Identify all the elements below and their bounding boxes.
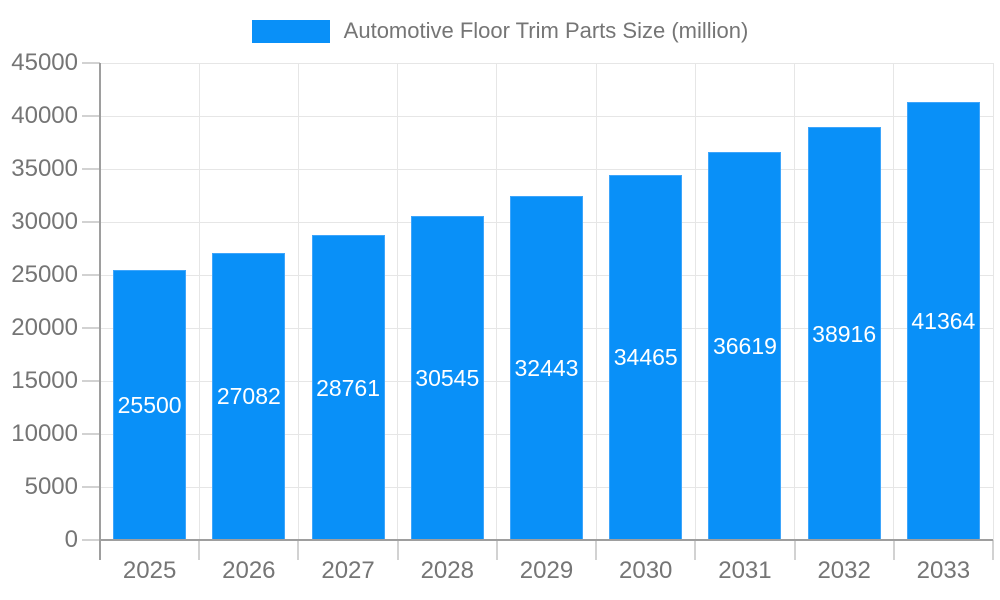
bar[interactable]	[609, 174, 683, 540]
y-tick-mark	[82, 62, 100, 64]
h-gridline	[100, 168, 993, 170]
bar[interactable]	[311, 235, 385, 540]
x-tick-mark	[495, 540, 498, 560]
x-tick-label: 2032	[817, 557, 871, 584]
v-gridline	[893, 63, 895, 540]
x-tick-mark	[694, 540, 697, 560]
x-tick-mark	[297, 540, 300, 560]
x-tick-mark	[198, 540, 201, 560]
v-gridline	[496, 63, 498, 540]
x-tick-label: 2027	[321, 557, 375, 584]
y-tick-mark	[82, 168, 100, 170]
bar-value-label: 25500	[117, 391, 182, 418]
bar[interactable]	[906, 101, 980, 540]
bar-value-label: 32443	[514, 355, 579, 382]
v-gridline	[794, 63, 796, 540]
x-tick-label: 2028	[420, 557, 474, 584]
x-tick-label: 2030	[619, 557, 673, 584]
legend: Automotive Floor Trim Parts Size (millio…	[0, 17, 1000, 45]
bar-value-label: 28761	[316, 374, 381, 401]
x-tick-label: 2029	[519, 557, 574, 584]
y-tick-label: 20000	[11, 314, 78, 341]
y-tick-label: 5000	[24, 473, 78, 500]
y-tick-label: 15000	[11, 367, 78, 394]
y-tick-mark	[82, 221, 100, 223]
bar[interactable]	[510, 196, 583, 540]
v-gridline	[198, 63, 200, 540]
x-tick-label: 2025	[122, 557, 177, 584]
y-tick-label: 40000	[11, 102, 78, 129]
bar-value-label: 41364	[911, 307, 976, 334]
y-tick-label: 0	[64, 526, 78, 553]
bar-value-label: 36619	[712, 332, 777, 359]
y-tick-mark	[82, 380, 100, 382]
bar[interactable]	[410, 216, 484, 540]
bar-value-label: 27082	[216, 383, 281, 410]
bar-value-label: 34465	[613, 344, 678, 371]
y-axis-line	[99, 63, 101, 560]
x-tick-label: 2031	[718, 557, 772, 584]
y-tick-mark	[82, 539, 100, 541]
x-tick-label: 2033	[916, 557, 971, 584]
y-tick-label: 30000	[11, 208, 78, 235]
x-tick-mark	[595, 540, 598, 560]
v-gridline	[694, 63, 696, 540]
y-tick-label: 10000	[11, 420, 78, 447]
h-gridline	[100, 115, 993, 117]
y-tick-label: 45000	[11, 49, 78, 76]
bar-value-label: 38916	[812, 320, 877, 347]
y-tick-mark	[82, 433, 100, 435]
x-tick-mark	[992, 540, 994, 560]
v-gridline	[397, 63, 399, 540]
bar[interactable]	[113, 269, 187, 540]
legend-series-label: Automotive Floor Trim Parts Size (millio…	[343, 18, 749, 43]
y-tick-mark	[82, 115, 100, 117]
bar[interactable]	[807, 127, 881, 540]
x-tick-label: 2026	[222, 557, 276, 584]
v-gridline	[992, 63, 994, 540]
bar[interactable]	[708, 151, 782, 540]
y-tick-mark	[82, 274, 100, 276]
x-axis-line	[99, 539, 993, 541]
y-tick-mark	[82, 486, 100, 488]
bar-value-label: 30545	[415, 365, 480, 392]
h-gridline	[100, 62, 993, 64]
y-tick-mark	[82, 327, 100, 329]
v-gridline	[297, 63, 299, 540]
y-tick-label: 35000	[11, 155, 78, 182]
v-gridline	[595, 63, 597, 540]
legend-item[interactable]: Automotive Floor Trim Parts Size (millio…	[251, 18, 749, 44]
x-tick-mark	[793, 540, 796, 560]
legend-swatch	[251, 19, 330, 43]
x-tick-mark	[892, 540, 895, 560]
x-tick-mark	[396, 540, 399, 560]
y-tick-label: 25000	[11, 261, 78, 288]
